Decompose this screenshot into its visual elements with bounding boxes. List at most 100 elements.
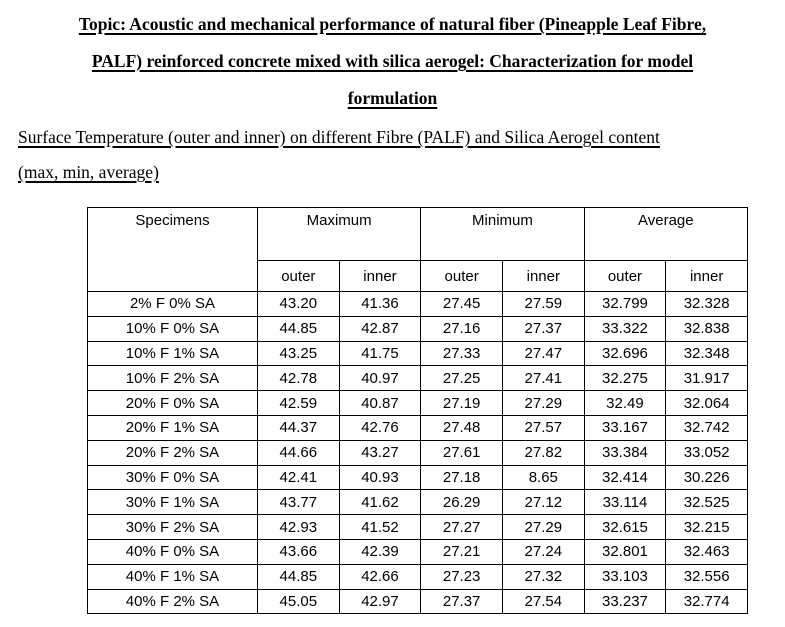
table-row: 20% F 0% SA 42.59 40.87 27.19 27.29 32.49 32.0…	[87, 390, 748, 416]
cell-specimen: 10% F 1% SA	[87, 340, 258, 367]
cell-value: 42.59	[257, 390, 340, 416]
cell-specimen: 20% F 1% SA	[87, 414, 258, 441]
cell-value: 44.66	[257, 439, 340, 466]
subheader-average-outer: outer	[583, 260, 667, 292]
cell-value: 42.66	[338, 563, 422, 590]
cell-specimen: 40% F 1% SA	[87, 563, 258, 590]
subheader-minimum-outer: outer	[420, 260, 503, 292]
table-row: 10% F 0% SA 44.85 42.87 27.16 27.37 33.322 32.…	[87, 315, 748, 342]
cell-value: 27.33	[420, 340, 503, 367]
cell-value: 27.18	[420, 464, 503, 491]
title-line-text-1: Topic: Acoustic and mechanical performan…	[78, 14, 707, 34]
cell-value: 42.41	[257, 464, 340, 491]
subheader-minimum-inner: inner	[501, 260, 585, 292]
cell-value: 42.93	[257, 514, 340, 540]
cell-value: 32.525	[665, 489, 748, 516]
cell-value: 32.774	[665, 588, 748, 615]
cell-value: 42.78	[257, 365, 340, 392]
cell-value: 43.20	[257, 291, 340, 317]
cell-value: 33.103	[583, 563, 667, 590]
surface-temperature-table: Specimens Maximum Minimum Average outer …	[87, 207, 749, 615]
cell-value: 32.275	[583, 365, 667, 392]
cell-value: 27.29	[501, 514, 585, 540]
cell-value: 27.61	[420, 439, 503, 466]
subheader-maximum-outer: outer	[257, 260, 340, 292]
title-line-text-3: formulation	[347, 88, 438, 108]
cell-value: 32.414	[583, 464, 667, 491]
cell-value: 40.97	[338, 365, 422, 392]
table-row: 10% F 1% SA 43.25 41.75 27.33 27.47 32.696 32.…	[87, 340, 748, 367]
cell-value: 41.36	[338, 291, 422, 317]
table-body: 2% F 0% SA 43.20 41.36 27.45 27.59 32.799 32.3…	[87, 291, 748, 615]
cell-value: 27.24	[501, 538, 585, 565]
cell-value: 27.16	[420, 315, 503, 342]
subtitle-line: Surface Temperature (outer and inner) on…	[18, 120, 778, 155]
column-header-average: Average	[583, 207, 749, 261]
cell-value: 40.93	[338, 464, 422, 491]
cell-value: 32.064	[665, 390, 748, 416]
title-line: formulation	[0, 80, 785, 117]
table-header: Specimens Maximum Minimum Average outer …	[87, 207, 749, 292]
cell-value: 32.742	[665, 414, 748, 441]
cell-value: 27.21	[420, 538, 503, 565]
cell-value: 42.97	[338, 588, 422, 615]
cell-value: 27.59	[501, 291, 585, 317]
column-header-specimens: Specimens	[87, 207, 258, 292]
subtitle-line: (max, min, average)	[18, 155, 778, 190]
table-row: 20% F 2% SA 44.66 43.27 27.61 27.82 33.384 33.…	[87, 439, 748, 466]
cell-value: 27.41	[501, 365, 585, 392]
cell-specimen: 40% F 0% SA	[87, 538, 258, 565]
cell-value: 32.838	[665, 315, 748, 342]
cell-value: 32.328	[665, 291, 748, 317]
cell-value: 32.348	[665, 340, 748, 367]
cell-value: 27.32	[501, 563, 585, 590]
cell-value: 32.615	[583, 514, 667, 540]
cell-value: 27.12	[501, 489, 585, 516]
cell-value: 40.87	[338, 390, 422, 416]
cell-value: 32.556	[665, 563, 748, 590]
cell-value: 30.226	[665, 464, 748, 491]
table-row: 30% F 2% SA 42.93 41.52 27.27 27.29 32.615 32.…	[87, 514, 748, 540]
cell-value: 33.167	[583, 414, 667, 441]
cell-value: 42.87	[338, 315, 422, 342]
cell-specimen: 30% F 1% SA	[87, 489, 258, 516]
cell-value: 41.52	[338, 514, 422, 540]
subheader-average-inner: inner	[665, 260, 748, 292]
table-header-group-row: Specimens Maximum Minimum Average	[87, 207, 749, 292]
cell-value: 33.322	[583, 315, 667, 342]
table-row: 20% F 1% SA 44.37 42.76 27.48 27.57 33.167 32.…	[87, 414, 748, 441]
cell-value: 8.65	[501, 464, 585, 491]
cell-value: 33.052	[665, 439, 748, 466]
cell-value: 44.37	[257, 414, 340, 441]
cell-value: 33.237	[583, 588, 667, 615]
table-row: 30% F 0% SA 42.41 40.93 27.18 8.65 32.414 30.2…	[87, 464, 748, 491]
cell-value: 32.463	[665, 538, 748, 565]
table-row: 40% F 2% SA 45.05 42.97 27.37 27.54 33.237 32.…	[87, 588, 748, 615]
table-row: 40% F 0% SA 43.66 42.39 27.21 27.24 32.801 32.…	[87, 538, 748, 565]
cell-value: 41.62	[338, 489, 422, 516]
subtitle-line-text-1: Surface Temperature (outer and inner) on…	[18, 127, 660, 147]
cell-value: 32.49	[583, 390, 667, 416]
cell-value: 32.799	[583, 291, 667, 317]
cell-value: 33.384	[583, 439, 667, 466]
cell-value: 44.85	[257, 563, 340, 590]
cell-value: 26.29	[420, 489, 503, 516]
cell-specimen: 30% F 0% SA	[87, 464, 258, 491]
cell-value: 27.57	[501, 414, 585, 441]
cell-value: 43.77	[257, 489, 340, 516]
cell-value: 27.47	[501, 340, 585, 367]
table-row: 10% F 2% SA 42.78 40.97 27.25 27.41 32.275 31.…	[87, 365, 748, 392]
cell-value: 27.23	[420, 563, 503, 590]
cell-value: 27.27	[420, 514, 503, 540]
table-row: 40% F 1% SA 44.85 42.66 27.23 27.32 33.103 32.…	[87, 563, 748, 590]
cell-specimen: 20% F 2% SA	[87, 439, 258, 466]
table-row: 2% F 0% SA 43.20 41.36 27.45 27.59 32.799 32.3…	[87, 291, 748, 317]
column-header-maximum: Maximum	[256, 207, 422, 261]
cell-value: 32.801	[583, 538, 667, 565]
cell-specimen: 30% F 2% SA	[87, 514, 258, 540]
cell-value: 27.25	[420, 365, 503, 392]
subtitle-line-text-2: (max, min, average)	[18, 162, 159, 182]
cell-specimen: 20% F 0% SA	[87, 390, 258, 416]
cell-value: 27.45	[420, 291, 503, 317]
